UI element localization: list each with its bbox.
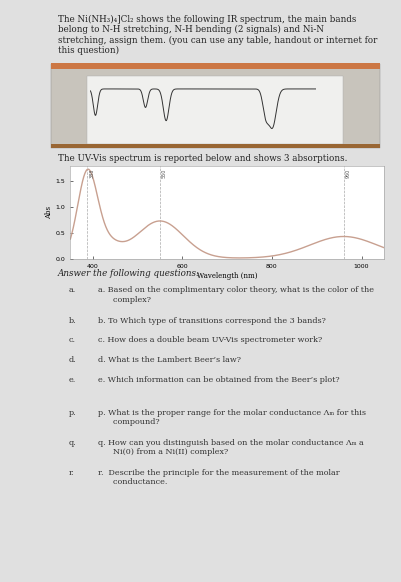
FancyBboxPatch shape — [87, 76, 342, 144]
Text: d.: d. — [69, 356, 77, 364]
Text: b. To Which type of transitions correspond the 3 bands?: b. To Which type of transitions correspo… — [98, 317, 326, 325]
Text: c. How does a double beam UV-Vis spectrometer work?: c. How does a double beam UV-Vis spectro… — [98, 336, 322, 345]
Text: e.: e. — [69, 376, 76, 384]
Text: c.: c. — [69, 336, 76, 345]
FancyBboxPatch shape — [51, 144, 379, 148]
FancyBboxPatch shape — [51, 63, 379, 69]
Text: r.: r. — [69, 469, 75, 477]
X-axis label: Wavelength (nm): Wavelength (nm) — [196, 272, 257, 279]
Text: q. How can you distinguish based on the molar conductance Λₘ a
      Ni(0) from : q. How can you distinguish based on the … — [98, 439, 363, 456]
Text: 388: 388 — [89, 168, 94, 178]
Text: d. What is the Lambert Beer’s law?: d. What is the Lambert Beer’s law? — [98, 356, 241, 364]
Text: 960: 960 — [344, 168, 350, 178]
Text: a. Based on the complimentary color theory, what is the color of the
      compl: a. Based on the complimentary color theo… — [98, 286, 373, 304]
Text: The Ni(NH₃)₄]Cl₂ shows the following IR spectrum, the main bands
belong to N-H s: The Ni(NH₃)₄]Cl₂ shows the following IR … — [58, 15, 377, 55]
Text: q.: q. — [69, 439, 77, 447]
Text: p.: p. — [69, 409, 77, 417]
Text: p. What is the proper range for the molar conductance Λₘ for this
      compound: p. What is the proper range for the mola… — [98, 409, 365, 426]
Text: 550: 550 — [161, 168, 166, 178]
Y-axis label: Abs: Abs — [45, 206, 53, 219]
Text: r.  Describe the principle for the measurement of the molar
      conductance.: r. Describe the principle for the measur… — [98, 469, 339, 487]
FancyBboxPatch shape — [51, 64, 379, 148]
Text: e. Which information can be obtained from the Beer’s plot?: e. Which information can be obtained fro… — [98, 376, 339, 384]
Text: b.: b. — [69, 317, 77, 325]
Text: a.: a. — [69, 286, 76, 294]
Text: The UV-Vis spectrum is reported below and shows 3 absorptions.: The UV-Vis spectrum is reported below an… — [58, 154, 346, 163]
Text: Answer the following questions:: Answer the following questions: — [58, 269, 200, 278]
